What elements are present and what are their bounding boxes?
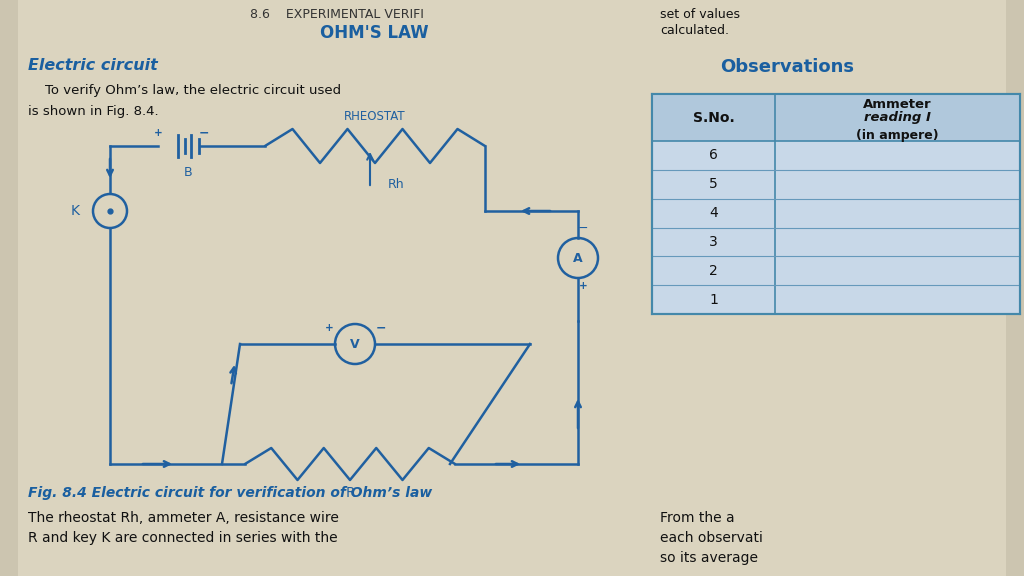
Text: 6: 6 <box>709 149 718 162</box>
Text: −: − <box>578 222 588 235</box>
Text: calculated.: calculated. <box>660 24 729 37</box>
Text: +: + <box>154 128 163 138</box>
Text: S.No.: S.No. <box>692 111 734 124</box>
Text: RHEOSTAT: RHEOSTAT <box>344 109 406 123</box>
Text: 3: 3 <box>710 235 718 249</box>
Text: (in ampere): (in ampere) <box>856 128 939 142</box>
Text: Rh: Rh <box>388 177 404 191</box>
Text: The rheostat Rh, ammeter A, resistance wire: The rheostat Rh, ammeter A, resistance w… <box>28 511 339 525</box>
Text: To verify Ohm’s law, the electric circuit used: To verify Ohm’s law, the electric circui… <box>28 84 341 97</box>
Text: Ammeter: Ammeter <box>863 97 932 111</box>
Text: From the a: From the a <box>660 511 734 525</box>
Text: K: K <box>71 204 80 218</box>
Text: +: + <box>579 281 588 291</box>
Text: OHM'S LAW: OHM'S LAW <box>319 24 429 42</box>
Text: A: A <box>573 252 583 264</box>
Text: 5: 5 <box>710 177 718 191</box>
Text: 8.6    EXPERIMENTAL VERIFI: 8.6 EXPERIMENTAL VERIFI <box>250 8 424 21</box>
Text: 1: 1 <box>709 293 718 306</box>
Text: set of values: set of values <box>660 8 740 21</box>
Text: Electric circuit: Electric circuit <box>28 58 158 73</box>
Text: V: V <box>350 338 359 351</box>
Text: R: R <box>345 486 354 500</box>
Text: −: − <box>376 321 386 335</box>
Text: Observations: Observations <box>720 58 854 76</box>
Text: R and key K are connected in series with the: R and key K are connected in series with… <box>28 531 338 545</box>
Text: 4: 4 <box>710 206 718 220</box>
Text: −: − <box>199 127 209 139</box>
Text: is shown in Fig. 8.4.: is shown in Fig. 8.4. <box>28 105 159 118</box>
Text: Fig. 8.4 Electric circuit for verification of Ohm’s law: Fig. 8.4 Electric circuit for verificati… <box>28 486 432 500</box>
Text: 2: 2 <box>710 264 718 278</box>
Text: each observati: each observati <box>660 531 763 545</box>
Bar <box>652 94 1020 314</box>
Text: +: + <box>325 323 334 333</box>
Text: reading I: reading I <box>864 112 931 124</box>
Bar <box>652 94 1020 141</box>
Text: B: B <box>183 166 193 179</box>
Text: so its average: so its average <box>660 551 758 565</box>
